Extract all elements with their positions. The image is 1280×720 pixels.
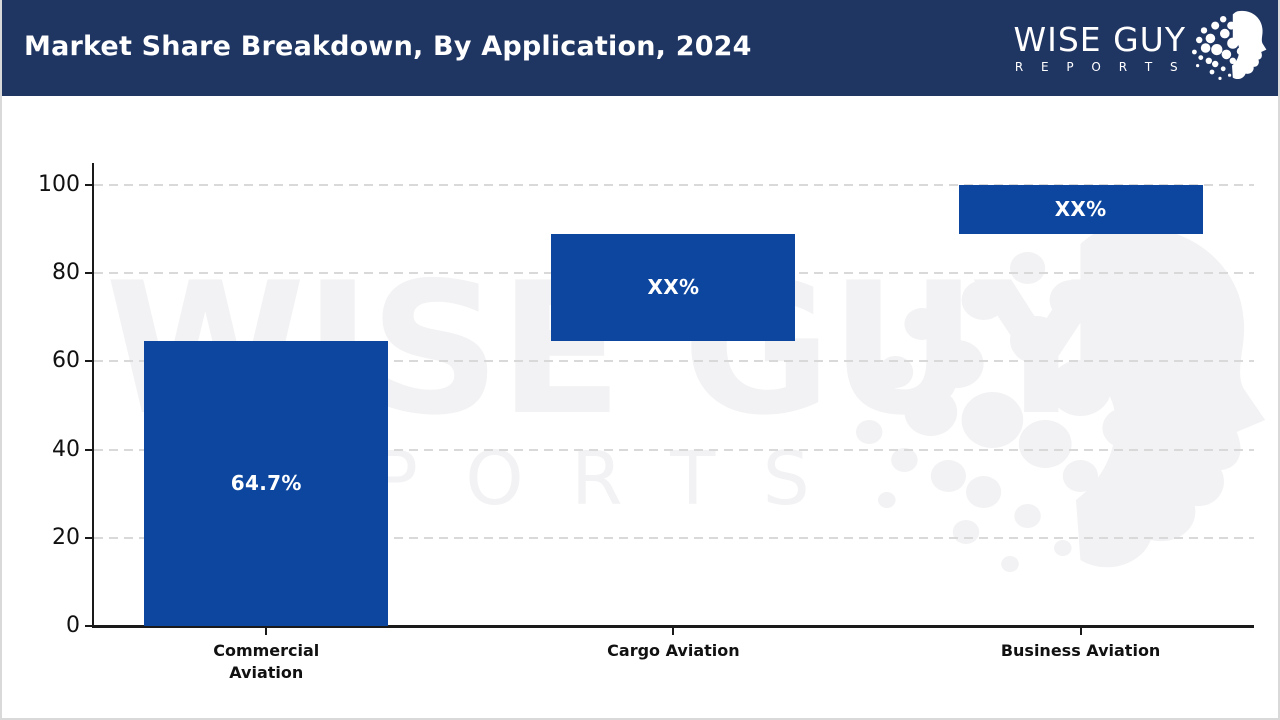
logo-text: WISE GUY R E P O R T S [1013,23,1186,74]
bar-value-label: 64.7% [230,471,302,496]
gridline-40 [94,448,1254,451]
y-tick-mark-20 [85,536,93,539]
logo-tagline-text: R E P O R T S [1014,59,1185,74]
y-tick-label-80: 80 [52,260,80,286]
x-tick-mark-0 [265,628,268,635]
y-tick-mark-100 [85,184,93,186]
bar-value-label: XX% [1054,197,1107,222]
y-tick-label-20: 20 [52,524,80,550]
logo-brand-text: WISE GUY [1013,19,1186,59]
x-category-label-0: Commercial Aviation [213,641,320,682]
gridline-60 [94,360,1254,363]
x-tick-mark-1 [672,628,675,635]
bar-business-aviation: XX% [958,185,1203,234]
bar-value-label: XX% [647,275,700,300]
y-tick-label-0: 0 [66,613,80,638]
bar-cargo-aviation: XX% [551,233,796,341]
x-tick-mark-2 [1079,628,1082,635]
logo-head-dots-icon [1192,10,1267,80]
y-tick-mark-0 [85,625,93,627]
x-axis [92,625,1254,628]
y-tick-mark-80 [85,272,93,275]
chart-title: Market Share Breakdown, By Application, … [24,30,752,62]
bar-commercial-aviation: 64.7% [144,340,389,626]
y-axis [92,163,94,628]
x-category-label-2: Business Aviation [1000,641,1161,660]
wise-guy-reports-logo: WISE GUY R E P O R T S [1013,0,1268,96]
y-tick-label-100: 100 [38,172,80,197]
y-tick-mark-40 [85,448,93,451]
gridline-20 [94,536,1254,539]
y-tick-label-60: 60 [52,348,80,374]
y-tick-label-40: 40 [52,436,80,462]
x-category-label-1: Cargo Aviation [607,641,740,660]
report-header: Market Share Breakdown, By Application, … [2,0,1278,96]
y-tick-mark-60 [85,360,93,363]
gridline-100 [94,184,1254,186]
